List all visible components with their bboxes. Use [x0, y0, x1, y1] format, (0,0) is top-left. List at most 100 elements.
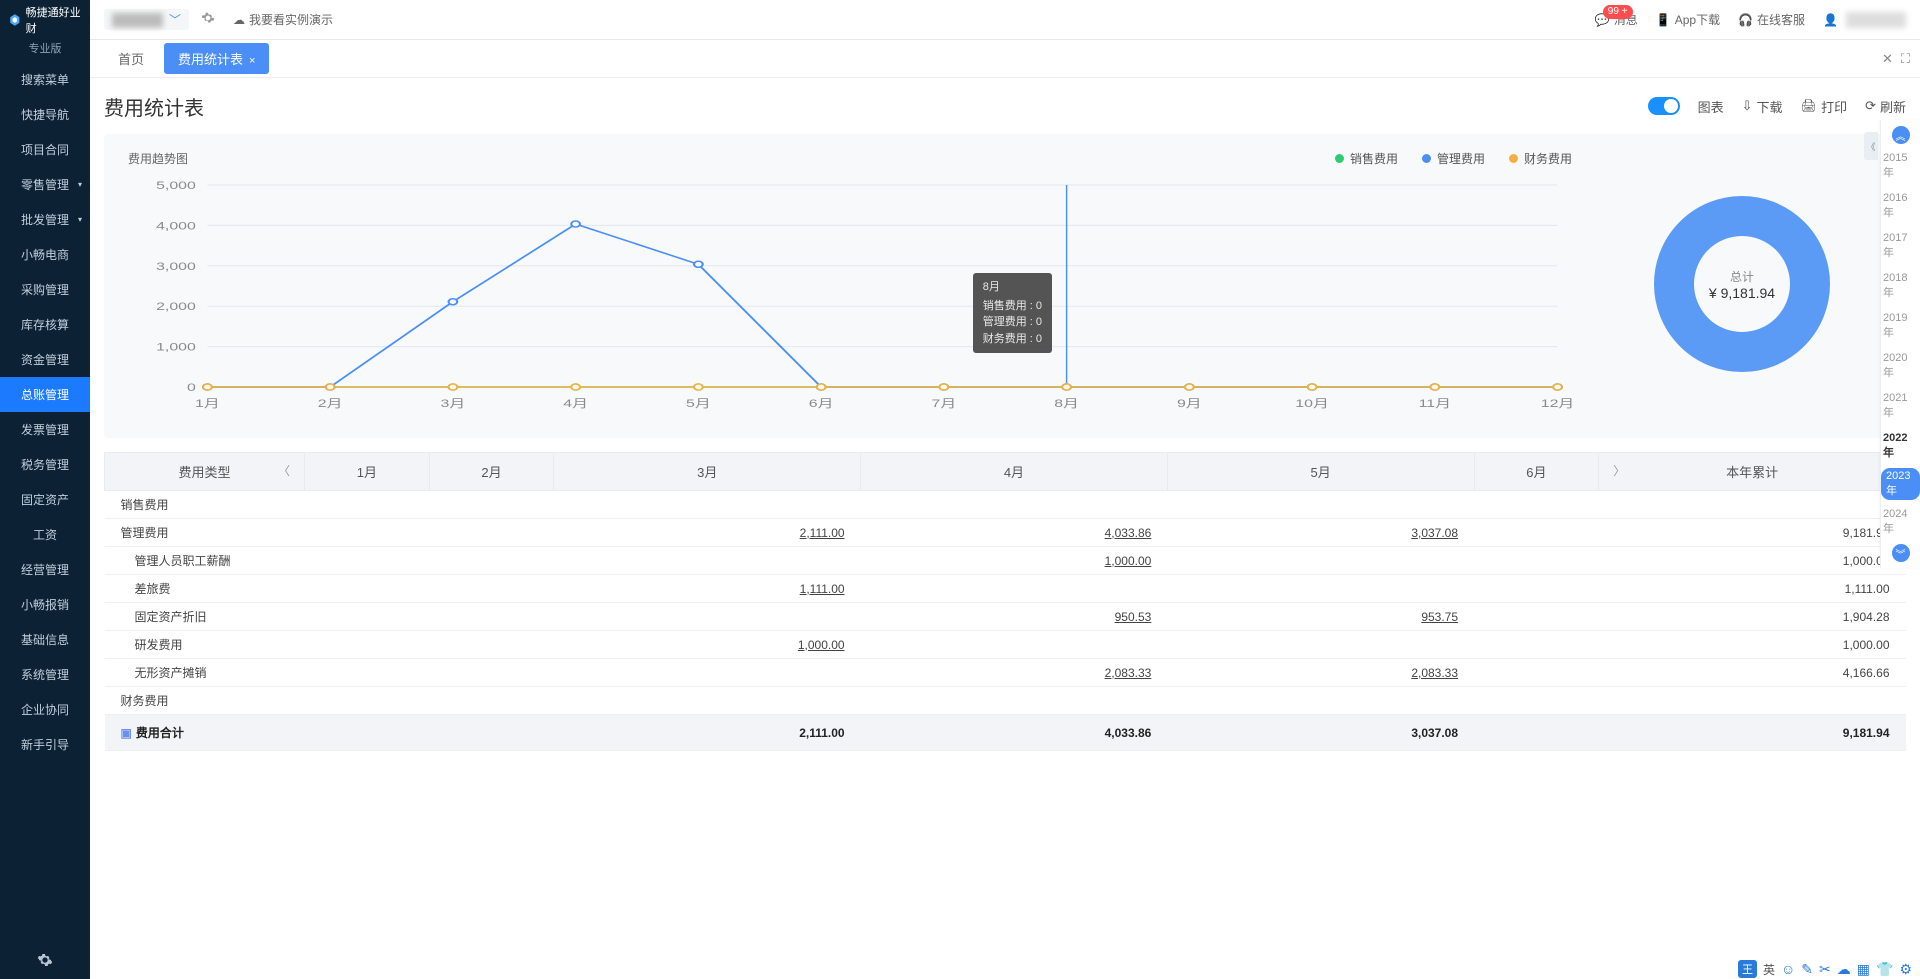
year-item[interactable]: 2020年	[1881, 348, 1920, 384]
sidebar-item-10[interactable]: 发票管理	[0, 412, 90, 447]
sidebar-item-19[interactable]: 新手引导	[0, 727, 90, 762]
year-item[interactable]: 2015年	[1881, 148, 1920, 184]
ime-icon-1[interactable]: ☺	[1781, 961, 1795, 977]
sidebar-item-8[interactable]: 资金管理	[0, 342, 90, 377]
table-cell[interactable]: 2,083.33	[861, 659, 1168, 687]
org-settings-icon[interactable]	[201, 11, 215, 28]
table-cell[interactable]: 950.53	[861, 603, 1168, 631]
tab-0[interactable]: 首页	[104, 43, 158, 74]
chart-toggle[interactable]	[1648, 97, 1680, 115]
table-row: 管理费用2,111.004,033.863,037.089,181.94	[105, 519, 1906, 547]
year-rail: ︽ 2015年 2016年 2017年 2018年 2019年 2020年 2021年 2022…	[1880, 120, 1920, 568]
legend-item-2[interactable]: 财务费用	[1509, 150, 1572, 167]
table-cell	[1474, 603, 1599, 631]
year-item[interactable]: 2016年	[1881, 188, 1920, 224]
table-header-3: 3月	[554, 453, 861, 491]
sidebar-item-label: 固定资产	[21, 491, 69, 508]
demo-link[interactable]: ☁ 我要看实例演示	[233, 11, 333, 28]
sidebar-item-17[interactable]: 系统管理	[0, 657, 90, 692]
user-menu[interactable]: 👤	[1823, 12, 1906, 28]
sidebar-item-1[interactable]: 快捷导航	[0, 97, 90, 132]
total-label: ▣费用合计	[105, 715, 305, 751]
ime-lang[interactable]: 英	[1763, 961, 1775, 978]
sidebar-item-label: 小畅报销	[21, 596, 69, 613]
table-cell[interactable]: 953.75	[1167, 603, 1474, 631]
sidebar-item-9[interactable]: 总账管理	[0, 377, 90, 412]
col-next-icon[interactable]: 〉	[1607, 462, 1631, 479]
download-button[interactable]: ⇩ 下载	[1742, 97, 1783, 116]
tab-1[interactable]: 费用统计表×	[164, 43, 269, 74]
messages-action[interactable]: 💬 99 + 消息	[1595, 11, 1638, 28]
ime-icon-4[interactable]: ☁	[1837, 961, 1851, 978]
ime-icon-5[interactable]: ▦	[1857, 961, 1870, 978]
sidebar-item-0[interactable]: 搜索菜单	[0, 62, 90, 97]
sidebar-item-14[interactable]: 经营管理	[0, 552, 90, 587]
app-download-action[interactable]: 📱 App下载	[1656, 11, 1720, 28]
ime-icon-7[interactable]: ⚙	[1899, 961, 1912, 978]
demo-label: 我要看实例演示	[249, 11, 333, 28]
year-item[interactable]: 2023年	[1881, 468, 1920, 500]
table-cell	[861, 491, 1168, 519]
brand-name: 畅捷通好业财	[26, 4, 82, 36]
table-cell: 4,166.66	[1599, 659, 1906, 687]
svg-text:6月: 6月	[809, 397, 834, 409]
table-cell	[1167, 547, 1474, 575]
sidebar-item-13[interactable]: 工资	[0, 517, 90, 552]
legend-item-1[interactable]: 管理费用	[1422, 150, 1485, 167]
table-cell	[861, 631, 1168, 659]
year-item[interactable]: 2024年	[1881, 504, 1920, 540]
print-button[interactable]: 🖨 打印	[1801, 97, 1848, 116]
sidebar-item-6[interactable]: 采购管理	[0, 272, 90, 307]
table-cell[interactable]: 1,000.00	[554, 631, 861, 659]
ime-icon-6[interactable]: 👕	[1876, 961, 1893, 978]
org-selector[interactable]: ██████ ﹀	[104, 9, 189, 30]
sidebar-item-12[interactable]: 固定资产	[0, 482, 90, 517]
sidebar-item-11[interactable]: 税务管理	[0, 447, 90, 482]
ime-icon-2[interactable]: ✎	[1801, 961, 1813, 978]
table-cell	[554, 547, 861, 575]
sidebar-item-label: 零售管理	[21, 176, 69, 193]
sidebar-item-2[interactable]: 项目合同	[0, 132, 90, 167]
print-label: 打印	[1821, 97, 1847, 116]
ime-icon-3[interactable]: ✂	[1819, 961, 1831, 978]
sidebar-item-15[interactable]: 小畅报销	[0, 587, 90, 622]
close-icon[interactable]: ×	[249, 55, 255, 67]
support-action[interactable]: 🎧 在线客服	[1738, 11, 1805, 28]
table-cell[interactable]: 4,033.86	[861, 519, 1168, 547]
table-header-4: 4月	[861, 453, 1168, 491]
sidebar-item-5[interactable]: 小畅电商	[0, 237, 90, 272]
line-chart-svg[interactable]: 01,0002,0003,0004,0005,0001月2月3月4月5月6月7月…	[128, 175, 1572, 415]
sidebar-item-18[interactable]: 企业协同	[0, 692, 90, 727]
tab-close-all-icon[interactable]: ✕	[1882, 51, 1893, 67]
tab-expand-icon[interactable]: ⛶	[1901, 51, 1910, 67]
table-cell[interactable]: 3,037.08	[1167, 519, 1474, 547]
sidebar-item-3[interactable]: 零售管理▾	[0, 167, 90, 202]
panel-expand-handle[interactable]: 《	[1864, 132, 1878, 160]
table-cell[interactable]: 2,111.00	[554, 519, 861, 547]
year-item[interactable]: 2019年	[1881, 308, 1920, 344]
sidebar-item-7[interactable]: 库存核算	[0, 307, 90, 342]
year-item[interactable]: 2022年	[1881, 428, 1920, 464]
year-item[interactable]: 2018年	[1881, 268, 1920, 304]
settings-icon[interactable]	[37, 952, 53, 971]
sidebar-item-16[interactable]: 基础信息	[0, 622, 90, 657]
year-item[interactable]: 2021年	[1881, 388, 1920, 424]
year-item[interactable]: 2017年	[1881, 228, 1920, 264]
row-label: 无形资产摊销	[105, 659, 305, 687]
legend-item-0[interactable]: 销售费用	[1335, 150, 1398, 167]
year-down-icon[interactable]: ︾	[1892, 544, 1910, 562]
table-cell: 1,000.00	[1599, 631, 1906, 659]
year-up-icon[interactable]: ︽	[1892, 126, 1910, 144]
ime-badge[interactable]: 王	[1738, 960, 1757, 978]
legend-dot-icon	[1422, 154, 1431, 163]
sidebar-item-4[interactable]: 批发管理▾	[0, 202, 90, 237]
refresh-button[interactable]: ⟳ 刷新	[1865, 97, 1906, 116]
table-cell	[1474, 631, 1599, 659]
total-cell: 3,037.08	[1167, 715, 1474, 751]
avatar-icon: 👤	[1823, 13, 1838, 27]
table-cell[interactable]: 1,111.00	[554, 575, 861, 603]
col-prev-icon[interactable]: 〈	[272, 462, 296, 479]
table-cell[interactable]: 2,083.33	[1167, 659, 1474, 687]
table-cell[interactable]: 1,000.00	[861, 547, 1168, 575]
tab-label: 首页	[118, 52, 144, 67]
